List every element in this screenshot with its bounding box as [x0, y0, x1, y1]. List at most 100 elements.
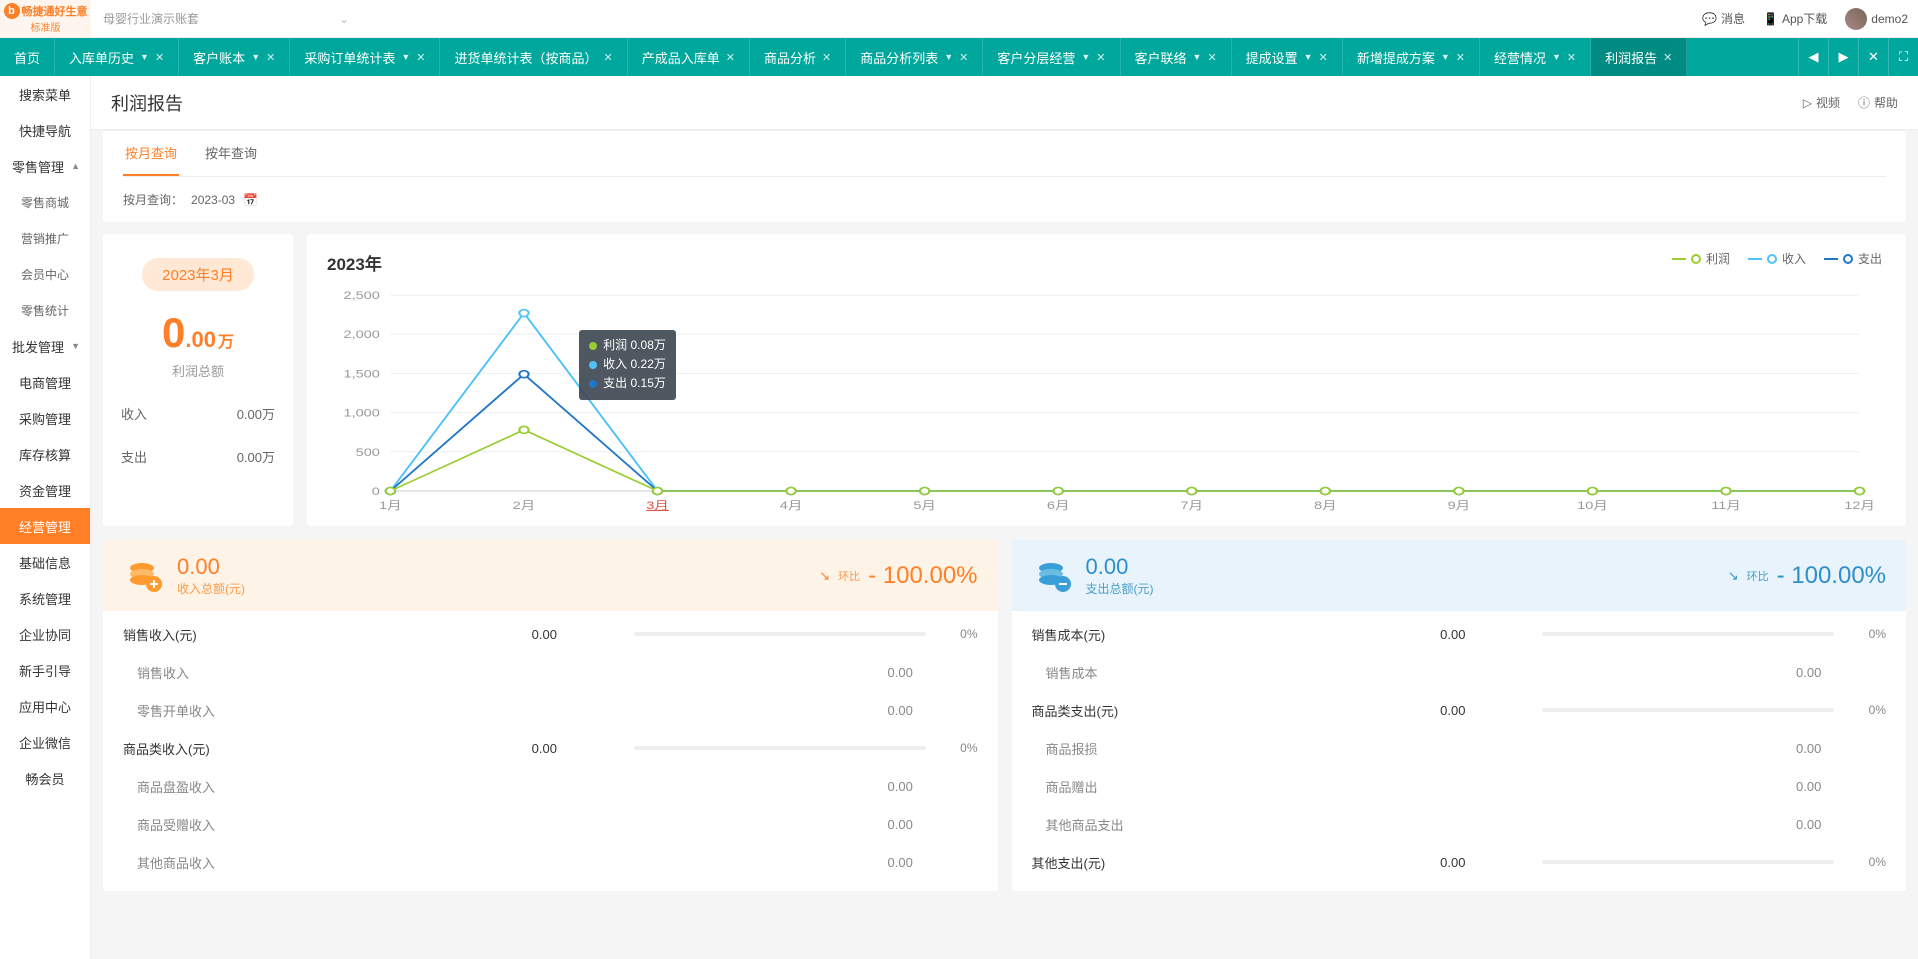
svg-text:2月: 2月: [513, 499, 536, 512]
close-icon[interactable]: ✕: [416, 51, 425, 64]
close-icon[interactable]: ✕: [155, 51, 164, 64]
app-download-button[interactable]: 📱 App下载: [1763, 10, 1827, 27]
tab[interactable]: 采购订单统计表▼✕: [290, 38, 440, 76]
trend-down-icon: ↘: [819, 568, 830, 584]
sidebar-item[interactable]: 系统管理: [0, 580, 90, 616]
list-item: 零售开单收入0.00: [123, 691, 978, 729]
income-total-label: 收入总额(元): [177, 580, 245, 597]
sidebar-item[interactable]: 企业协同: [0, 616, 90, 652]
sidebar-item[interactable]: 零售统计: [0, 292, 90, 328]
tab[interactable]: 客户账本▼✕: [179, 38, 290, 76]
svg-text:12月: 12月: [1844, 499, 1875, 512]
tab[interactable]: 利润报告✕: [1591, 38, 1687, 76]
close-icon[interactable]: ✕: [1567, 51, 1576, 64]
legend-item[interactable]: 利润: [1672, 250, 1730, 267]
sidebar: 搜索菜单快捷导航零售管理▲零售商城营销推广会员中心零售统计批发管理▼电商管理采购…: [0, 76, 91, 959]
sidebar-item[interactable]: 采购管理: [0, 400, 90, 436]
list-item: 商品报损0.00: [1032, 729, 1887, 767]
svg-text:1,000: 1,000: [343, 406, 379, 419]
fullscreen-button[interactable]: ⛶: [1888, 38, 1918, 76]
account-selector[interactable]: 母婴行业演示账套 ⌄: [103, 10, 349, 27]
sidebar-item[interactable]: 批发管理▼: [0, 328, 90, 364]
query-bar: 按月查询 按年查询 按月查询： 2023-03 📅: [103, 130, 1906, 222]
legend-item[interactable]: 收入: [1748, 250, 1806, 267]
sidebar-item[interactable]: 经营管理: [0, 508, 90, 544]
chart-tooltip: 利润 0.08万收入 0.22万支出 0.15万: [579, 330, 676, 400]
video-button[interactable]: ▷视频: [1803, 94, 1840, 111]
tab[interactable]: 商品分析列表▼✕: [846, 38, 983, 76]
page-title: 利润报告: [111, 90, 183, 116]
tab[interactable]: 首页: [0, 38, 55, 76]
legend-item[interactable]: 支出: [1824, 250, 1882, 267]
play-icon: ▷: [1803, 96, 1812, 110]
logo: b畅捷通好生意 标准版: [0, 0, 91, 37]
profit-total-label: 利润总额: [121, 361, 275, 380]
close-icon[interactable]: ✕: [1207, 51, 1216, 64]
close-icon[interactable]: ✕: [822, 51, 831, 64]
income-panel: 0.00 收入总额(元) ↘ 环比 - 100.00% 销售收入(元)0.000…: [103, 540, 998, 891]
tab[interactable]: 商品分析✕: [750, 38, 846, 76]
calendar-icon[interactable]: 📅: [243, 193, 258, 207]
tab-year-query[interactable]: 按年查询: [203, 131, 259, 176]
sidebar-item[interactable]: 库存核算: [0, 436, 90, 472]
sidebar-item[interactable]: 营销推广: [0, 220, 90, 256]
close-icon[interactable]: ✕: [726, 51, 735, 64]
sidebar-item[interactable]: 快捷导航: [0, 112, 90, 148]
svg-text:1月: 1月: [379, 499, 402, 512]
close-icon[interactable]: ✕: [604, 51, 613, 64]
svg-text:6月: 6月: [1047, 499, 1070, 512]
trend-down-icon: ↘: [1728, 568, 1739, 584]
user-menu[interactable]: demo2: [1845, 8, 1908, 30]
list-item: 销售成本(元)0.000%: [1032, 615, 1887, 653]
month-picker[interactable]: 2023-03: [191, 193, 235, 207]
expense-icon: [1032, 555, 1074, 597]
sidebar-item[interactable]: 会员中心: [0, 256, 90, 292]
chevron-down-icon: ▼: [944, 52, 953, 62]
close-icon[interactable]: ✕: [266, 51, 275, 64]
sidebar-item[interactable]: 新手引导: [0, 652, 90, 688]
list-item: 商品受赠收入0.00: [123, 805, 978, 843]
close-icon[interactable]: ✕: [1319, 51, 1328, 64]
close-icon[interactable]: ✕: [1096, 51, 1105, 64]
svg-text:11月: 11月: [1711, 499, 1741, 512]
close-icon[interactable]: ✕: [1456, 51, 1465, 64]
summary-row: 收入0.00万: [121, 404, 275, 423]
chevron-down-icon: ▼: [1193, 52, 1202, 62]
tab[interactable]: 客户分层经营▼✕: [983, 38, 1120, 76]
query-label: 按月查询：: [123, 191, 183, 208]
sidebar-item[interactable]: 零售商城: [0, 184, 90, 220]
svg-text:10月: 10月: [1577, 499, 1608, 512]
tabs-prev-button[interactable]: ◀: [1798, 38, 1828, 76]
tab[interactable]: 客户联络▼✕: [1121, 38, 1232, 76]
close-icon[interactable]: ✕: [959, 51, 968, 64]
sidebar-item[interactable]: 零售管理▲: [0, 148, 90, 184]
sidebar-item[interactable]: 电商管理: [0, 364, 90, 400]
expense-change-pct: - 100.00%: [1777, 562, 1886, 590]
tab-month-query[interactable]: 按月查询: [123, 131, 179, 176]
tab[interactable]: 进货单统计表（按商品）✕: [440, 38, 627, 76]
svg-text:2,000: 2,000: [343, 328, 379, 341]
help-button[interactable]: ⓘ帮助: [1858, 94, 1898, 111]
tab[interactable]: 产成品入库单✕: [628, 38, 750, 76]
sidebar-item[interactable]: 畅会员: [0, 760, 90, 796]
chevron-icon: ▲: [71, 161, 80, 171]
svg-text:0: 0: [372, 485, 380, 498]
sidebar-item[interactable]: 搜索菜单: [0, 76, 90, 112]
list-item: 销售收入(元)0.000%: [123, 615, 978, 653]
tab[interactable]: 提成设置▼✕: [1232, 38, 1343, 76]
tab[interactable]: 入库单历史▼✕: [55, 38, 179, 76]
tabs-next-button[interactable]: ▶: [1828, 38, 1858, 76]
chevron-down-icon: ▼: [140, 52, 149, 62]
sidebar-item[interactable]: 资金管理: [0, 472, 90, 508]
sidebar-item[interactable]: 企业微信: [0, 724, 90, 760]
tab[interactable]: 经营情况▼✕: [1480, 38, 1591, 76]
close-icon[interactable]: ✕: [1663, 51, 1672, 64]
tab[interactable]: 新增提成方案▼✕: [1343, 38, 1480, 76]
svg-text:5月: 5月: [913, 499, 936, 512]
sidebar-item[interactable]: 基础信息: [0, 544, 90, 580]
summary-row: 支出0.00万: [121, 447, 275, 466]
messages-button[interactable]: 💬 消息: [1702, 10, 1745, 27]
chevron-icon: ▼: [71, 341, 80, 351]
sidebar-item[interactable]: 应用中心: [0, 688, 90, 724]
tabs-close-all-button[interactable]: ✕: [1858, 38, 1888, 76]
